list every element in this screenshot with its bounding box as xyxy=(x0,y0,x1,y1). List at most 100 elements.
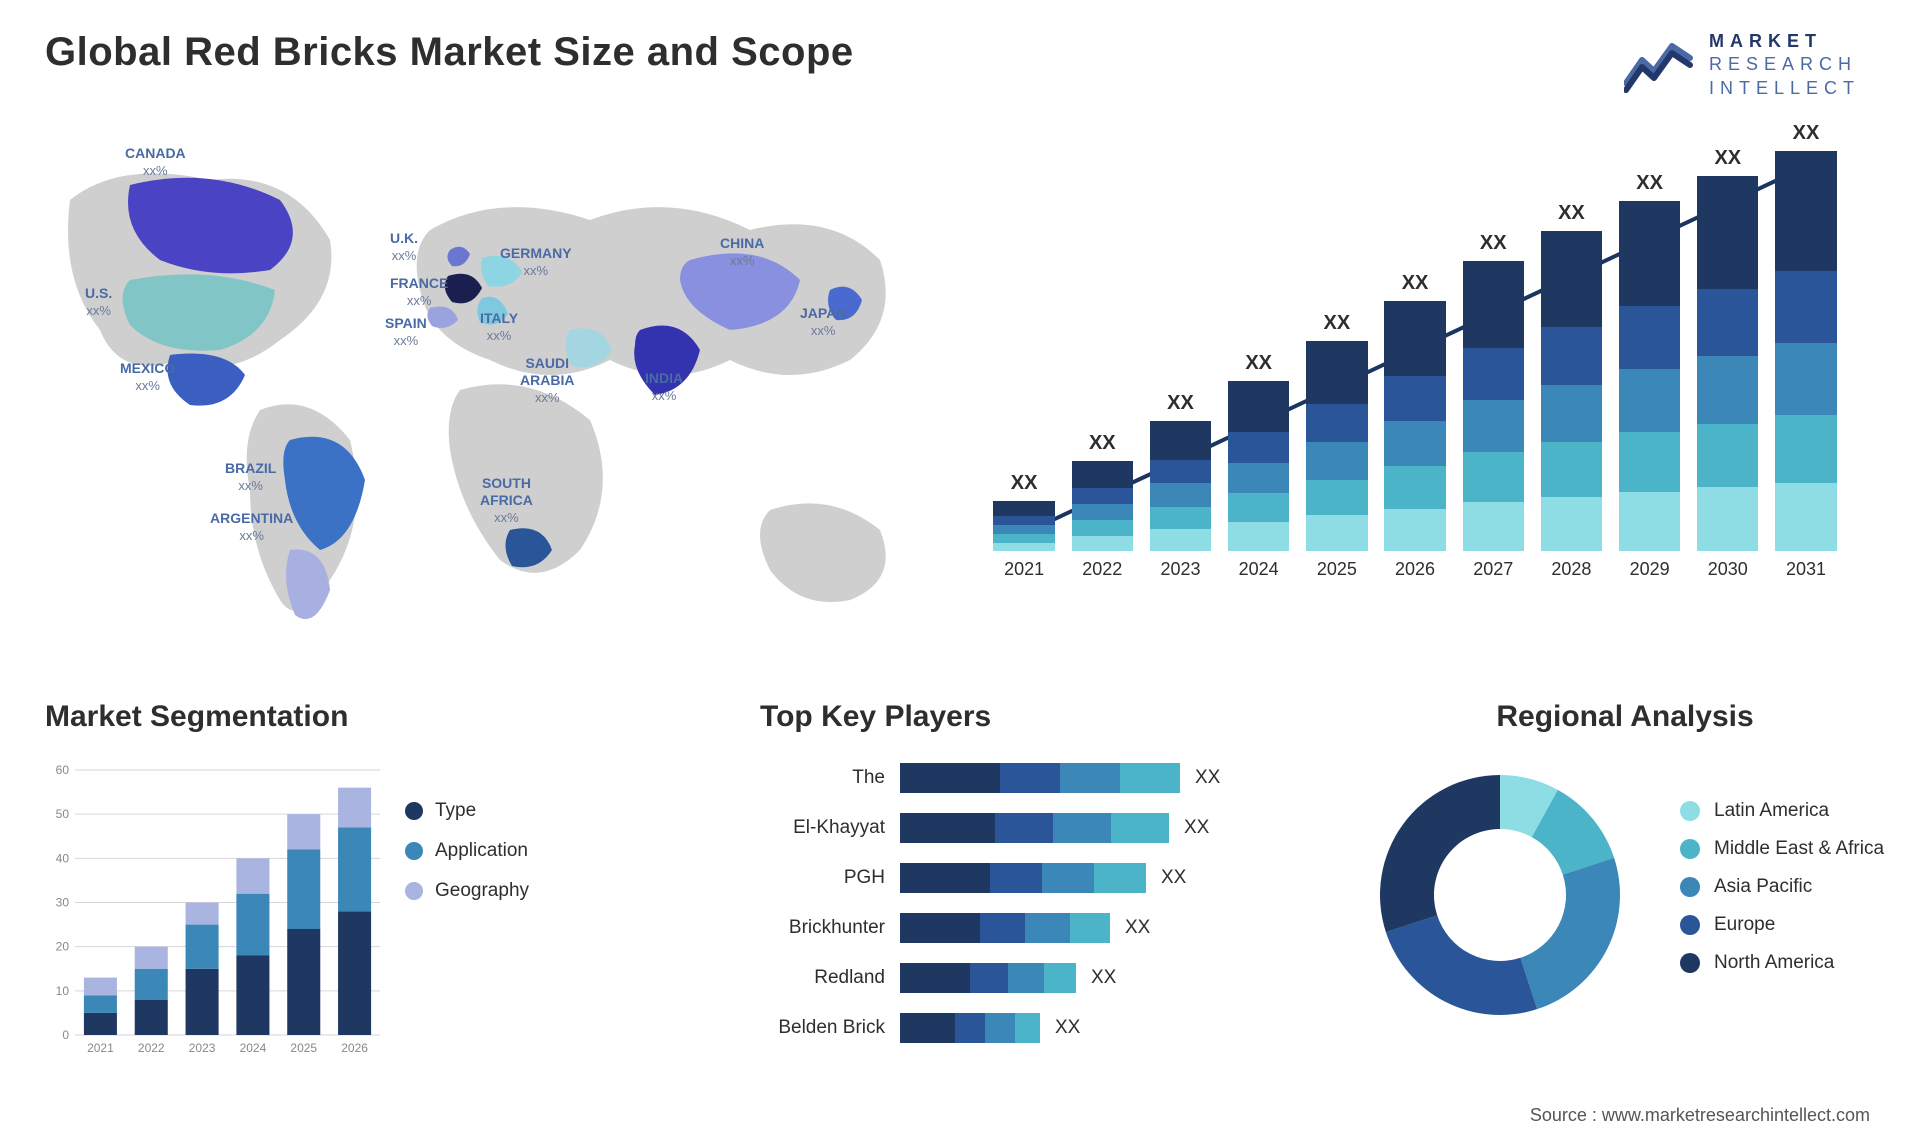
key-player-value: XX xyxy=(1195,767,1220,789)
source-attribution: Source : www.marketresearchintellect.com xyxy=(1530,1105,1870,1126)
segmentation-section: Market Segmentation 01020304050602021202… xyxy=(45,700,585,734)
forecast-bar-value: XX xyxy=(1011,472,1038,495)
map-label: U.S.xx% xyxy=(85,285,112,319)
legend-label: North America xyxy=(1714,952,1834,974)
forecast-bar-value: XX xyxy=(1480,232,1507,255)
forecast-bar-year: 2031 xyxy=(1786,559,1826,580)
key-player-value: XX xyxy=(1184,817,1209,839)
svg-text:2022: 2022 xyxy=(138,1041,165,1055)
key-player-label: The xyxy=(760,767,900,789)
regional-legend-item: Latin America xyxy=(1680,800,1884,822)
segmentation-legend-item: Type xyxy=(405,800,529,822)
legend-label: Latin America xyxy=(1714,800,1829,822)
map-label: INDIAxx% xyxy=(645,370,683,404)
svg-text:50: 50 xyxy=(56,807,70,821)
segmentation-title: Market Segmentation xyxy=(45,700,585,734)
forecast-bar-value: XX xyxy=(1245,352,1272,375)
forecast-bar: XX 2030 xyxy=(1694,147,1762,580)
key-player-value: XX xyxy=(1091,967,1116,989)
forecast-bar: XX 2021 xyxy=(990,472,1058,580)
legend-label: Type xyxy=(435,800,476,822)
segmentation-chart: 0102030405060202120222023202420252026 xyxy=(45,760,385,1060)
key-player-row: PGHXX xyxy=(760,860,1330,896)
logo: MARKET RESEARCH INTELLECT xyxy=(1624,30,1860,100)
svg-text:30: 30 xyxy=(56,896,70,910)
map-svg xyxy=(30,130,950,670)
forecast-bar-value: XX xyxy=(1636,172,1663,195)
logo-text: MARKET RESEARCH INTELLECT xyxy=(1709,30,1860,100)
svg-text:20: 20 xyxy=(56,940,70,954)
regional-section: Regional Analysis Latin AmericaMiddle Ea… xyxy=(1360,700,1890,734)
forecast-bar: XX2029 xyxy=(1616,172,1684,580)
world-map: CANADAxx%U.S.xx%MEXICOxx%BRAZILxx%ARGENT… xyxy=(30,130,950,670)
forecast-bar: XX2026 xyxy=(1381,272,1449,580)
forecast-bar-value: XX xyxy=(1558,202,1585,225)
forecast-bar: XX 2028 xyxy=(1537,202,1605,580)
regional-legend-item: North America xyxy=(1680,952,1884,974)
legend-dot-icon xyxy=(1680,801,1700,821)
forecast-bar-year: 2030 xyxy=(1708,559,1748,580)
forecast-bar: XX2031 xyxy=(1772,122,1840,580)
page-title: Global Red Bricks Market Size and Scope xyxy=(45,30,854,75)
map-label: ITALYxx% xyxy=(480,310,518,344)
forecast-bar-year: 2025 xyxy=(1317,559,1357,580)
regional-donut-chart xyxy=(1360,755,1640,1035)
key-player-row: Belden BrickXX xyxy=(760,1010,1330,1046)
forecast-bar-year: 2022 xyxy=(1082,559,1122,580)
regional-legend-item: Middle East & Africa xyxy=(1680,838,1884,860)
svg-text:40: 40 xyxy=(56,851,70,865)
legend-dot-icon xyxy=(1680,915,1700,935)
key-players-chart: TheXXEl-KhayyatXXPGHXXBrickhunterXXRedla… xyxy=(760,760,1330,1060)
key-player-label: Belden Brick xyxy=(760,1017,900,1039)
map-label: CHINAxx% xyxy=(720,235,764,269)
forecast-bar: XX2025 xyxy=(1303,312,1371,580)
key-players-section: Top Key Players TheXXEl-KhayyatXXPGHXXBr… xyxy=(760,700,1330,734)
svg-text:2024: 2024 xyxy=(240,1041,267,1055)
regional-legend-item: Asia Pacific xyxy=(1680,876,1884,898)
legend-dot-icon xyxy=(405,802,423,820)
svg-text:0: 0 xyxy=(62,1028,69,1042)
svg-text:60: 60 xyxy=(56,763,70,777)
map-label: GERMANYxx% xyxy=(500,245,572,279)
forecast-bar-year: 2028 xyxy=(1551,559,1591,580)
svg-text:2025: 2025 xyxy=(290,1041,317,1055)
legend-label: Geography xyxy=(435,880,529,902)
legend-dot-icon xyxy=(1680,953,1700,973)
header: Global Red Bricks Market Size and Scope … xyxy=(45,30,1860,100)
forecast-bar-chart: XX2021XX2022XX2023XX2024XX2025XX2026XX20… xyxy=(990,140,1840,620)
map-label: SAUDIARABIAxx% xyxy=(520,355,574,405)
forecast-bar-year: 2027 xyxy=(1473,559,1513,580)
map-label: U.K.xx% xyxy=(390,230,418,264)
legend-dot-icon xyxy=(1680,839,1700,859)
key-player-label: Brickhunter xyxy=(760,917,900,939)
legend-label: Middle East & Africa xyxy=(1714,838,1884,860)
forecast-bar-value: XX xyxy=(1089,432,1116,455)
key-player-value: XX xyxy=(1125,917,1150,939)
forecast-bar: XX 2027 xyxy=(1459,232,1527,580)
segmentation-legend-item: Geography xyxy=(405,880,529,902)
forecast-bar-year: 2021 xyxy=(1004,559,1044,580)
key-player-row: Brickhunter XX xyxy=(760,910,1330,946)
legend-dot-icon xyxy=(1680,877,1700,897)
map-label: FRANCExx% xyxy=(390,275,448,309)
segmentation-legend-item: Application xyxy=(405,840,529,862)
forecast-bar: XX2023 xyxy=(1146,392,1214,580)
svg-text:10: 10 xyxy=(56,984,70,998)
forecast-bar-value: XX xyxy=(1167,392,1194,415)
forecast-bar: XX 2022 xyxy=(1068,432,1136,580)
logo-icon xyxy=(1624,38,1694,93)
legend-label: Application xyxy=(435,840,528,862)
forecast-bar-year: 2026 xyxy=(1395,559,1435,580)
regional-legend: Latin America Middle East & Africa Asia Pa… xyxy=(1680,800,1884,990)
key-player-row: El-KhayyatXX xyxy=(760,810,1330,846)
regional-body: Latin America Middle East & Africa Asia Pa… xyxy=(1360,755,1890,1035)
legend-label: Asia Pacific xyxy=(1714,876,1812,898)
key-players-title: Top Key Players xyxy=(760,700,1330,734)
legend-dot-icon xyxy=(405,882,423,900)
segmentation-legend: Type Application Geography xyxy=(405,800,529,920)
forecast-bar-value: XX xyxy=(1714,147,1741,170)
key-player-label: PGH xyxy=(760,867,900,889)
regional-legend-item: Europe xyxy=(1680,914,1884,936)
forecast-bar: XX2024 xyxy=(1225,352,1293,580)
key-player-row: The XX xyxy=(760,760,1330,796)
